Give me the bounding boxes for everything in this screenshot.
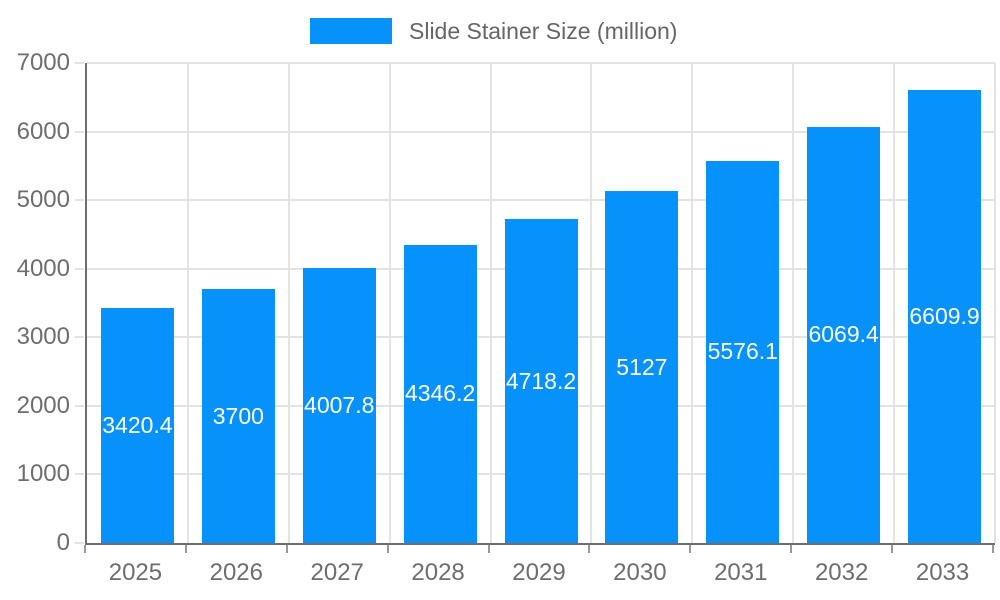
y-tick-mark	[75, 267, 84, 270]
bar-value-label: 4718.2	[505, 367, 577, 394]
y-tick-label: 6000	[16, 117, 70, 145]
gridline-vertical	[994, 63, 996, 543]
bar-2029[interactable]: 4718.2	[504, 219, 578, 543]
gridline-vertical	[893, 63, 896, 543]
y-tick-label: 1000	[16, 460, 70, 488]
x-tick-label: 2033	[915, 559, 970, 586]
x-tick-mark	[992, 545, 994, 553]
y-tick-label: 7000	[16, 49, 70, 76]
bar-2033[interactable]: 6609.9	[908, 89, 982, 543]
x-tick-label: 2026	[209, 559, 263, 586]
y-tick-mark	[75, 542, 84, 544]
legend-label: Slide Stainer Size (million)	[409, 17, 678, 44]
bar-value-label: 5576.1	[707, 338, 778, 365]
bar-2031[interactable]: 5576.1	[706, 160, 780, 543]
gridline-horizontal	[87, 130, 995, 133]
y-tick-label: 0	[56, 529, 70, 556]
y-tick-label: 3000	[16, 323, 70, 351]
x-tick-mark	[386, 545, 389, 553]
plot-area: 3420.4 3700 4007.8 4346.2 4718.2 5127 5576.1 60…	[85, 62, 996, 545]
bar-value-label: 5127	[616, 353, 668, 380]
y-tick-mark	[75, 62, 84, 64]
bar-2032[interactable]: 6069.4	[807, 126, 881, 543]
bar-value-label: 4007.8	[304, 392, 375, 419]
x-tick-mark	[689, 545, 692, 553]
y-tick-label: 2000	[16, 391, 70, 419]
bar-2030[interactable]: 5127	[605, 191, 679, 543]
gridline-vertical	[792, 63, 795, 543]
legend[interactable]: Slide Stainer Size (million)	[310, 17, 677, 45]
bar-value-label: 6609.9	[909, 302, 980, 329]
bar-value-label: 4346.2	[404, 380, 476, 407]
gridline-vertical	[388, 63, 391, 543]
x-tick-mark	[588, 545, 591, 553]
gridline-vertical	[287, 63, 290, 543]
y-tick-label: 5000	[16, 186, 70, 214]
x-tick-label: 2027	[310, 559, 364, 586]
x-tick-label: 2031	[714, 559, 768, 586]
bar-value-label: 3420.4	[102, 412, 173, 439]
y-tick-mark	[75, 130, 84, 133]
x-tick-label: 2025	[108, 559, 163, 586]
bar-2025[interactable]: 3420.4	[100, 308, 174, 543]
gridline-vertical	[691, 63, 694, 543]
y-tick-label: 4000	[16, 254, 70, 282]
x-tick-label: 2032	[814, 559, 869, 586]
x-tick-mark	[184, 545, 187, 553]
gridline-vertical	[186, 63, 189, 543]
bar-2026[interactable]: 3700	[201, 289, 275, 543]
gridline-horizontal	[87, 62, 995, 64]
bar-value-label: 6069.4	[808, 321, 879, 348]
x-tick-mark	[790, 545, 793, 553]
gridline-vertical	[590, 63, 593, 543]
x-tick-label: 2028	[411, 559, 465, 586]
x-tick-mark	[891, 545, 894, 553]
x-tick-mark	[285, 545, 288, 553]
bar-value-label: 3700	[212, 402, 264, 429]
y-tick-mark	[75, 404, 84, 407]
x-tick-mark	[84, 545, 86, 553]
y-tick-mark	[75, 336, 84, 339]
bar-2027[interactable]: 4007.8	[302, 268, 376, 543]
x-tick-label: 2029	[512, 559, 566, 586]
x-tick-mark	[487, 545, 490, 553]
legend-swatch	[310, 18, 392, 44]
y-tick-mark	[75, 473, 84, 476]
y-tick-mark	[75, 199, 84, 202]
bar-2028[interactable]: 4346.2	[403, 244, 477, 543]
x-tick-label: 2030	[613, 559, 667, 586]
gridline-horizontal	[87, 199, 995, 202]
gridline-vertical	[489, 63, 492, 543]
